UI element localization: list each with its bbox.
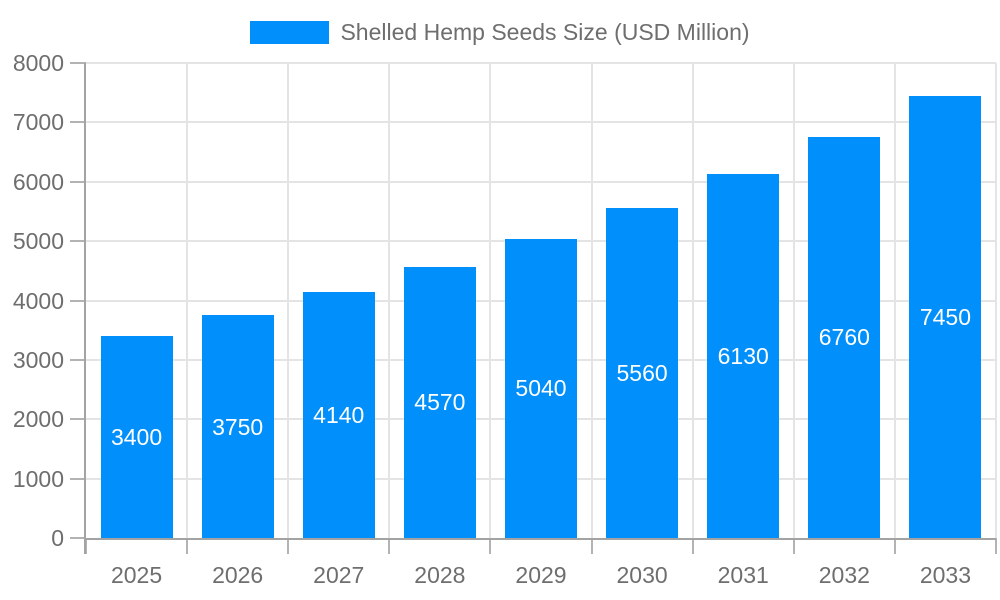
bar[interactable]: 6130 — [707, 174, 780, 538]
bar[interactable]: 3400 — [100, 336, 173, 538]
x-axis-tick-label: 2030 — [616, 562, 668, 588]
x-axis-tick-label: 2032 — [818, 562, 870, 588]
x-axis-tick — [186, 538, 189, 554]
x-axis-tick-label: 2025 — [110, 562, 163, 588]
legend-label: Shelled Hemp Seeds Size (USD Million) — [340, 19, 750, 45]
bar[interactable]: 4570 — [403, 266, 476, 538]
gridline-vertical — [186, 63, 189, 538]
gridline-vertical — [388, 63, 391, 538]
gridline-vertical — [893, 63, 896, 538]
y-axis-tick-label: 7000 — [12, 109, 64, 136]
y-axis-tick — [70, 121, 86, 124]
gridline-vertical — [287, 63, 290, 538]
bar-value-label: 4570 — [414, 389, 466, 416]
gridline-horizontal — [86, 62, 996, 64]
y-axis-tick — [70, 418, 86, 421]
bar-value-label: 5560 — [616, 359, 668, 386]
y-axis-tick-label: 3000 — [12, 346, 64, 373]
x-axis-tick-label: 2027 — [313, 562, 365, 588]
y-axis-tick — [70, 299, 86, 302]
x-axis-tick — [691, 538, 694, 554]
bar[interactable]: 3750 — [201, 315, 274, 538]
y-axis-tick — [70, 180, 86, 183]
bar[interactable]: 7450 — [909, 95, 982, 538]
y-axis-tick-label: 6000 — [12, 168, 64, 195]
x-axis-line — [84, 538, 996, 540]
bar-value-label: 7450 — [919, 303, 972, 330]
bar-value-label: 5040 — [515, 375, 567, 402]
x-axis-tick — [590, 538, 593, 554]
y-axis-tick — [70, 240, 86, 243]
bar-value-label: 3750 — [212, 413, 264, 440]
gridline-vertical — [691, 63, 694, 538]
x-axis-tick — [388, 538, 391, 554]
bar[interactable]: 4140 — [302, 292, 375, 538]
x-axis-tick — [995, 538, 997, 554]
y-axis-tick — [70, 477, 86, 480]
bar-value-label: 3400 — [110, 424, 163, 451]
gridline-horizontal — [86, 121, 996, 124]
x-axis-tick-label: 2028 — [414, 562, 466, 588]
x-axis-tick-label: 2033 — [919, 562, 972, 588]
gridline-horizontal — [86, 180, 996, 183]
y-axis-tick — [70, 62, 86, 64]
bar[interactable]: 5560 — [606, 207, 679, 538]
y-axis-tick-label: 8000 — [12, 50, 64, 76]
gridline-vertical — [792, 63, 795, 538]
bar-value-label: 6130 — [717, 343, 769, 370]
legend-swatch-icon — [250, 20, 330, 44]
gridline-vertical — [489, 63, 492, 538]
x-axis-tick-label: 2029 — [515, 562, 567, 588]
x-axis-tick — [489, 538, 492, 554]
bar-value-label: 4140 — [313, 402, 365, 429]
legend[interactable]: Shelled Hemp Seeds Size (USD Million) — [0, 14, 1000, 50]
x-axis-tick — [893, 538, 896, 554]
y-axis-line — [84, 63, 86, 554]
y-axis-tick-label: 5000 — [12, 228, 64, 255]
bar-value-label: 6760 — [818, 324, 870, 351]
bar[interactable]: 5040 — [505, 238, 577, 538]
x-axis-tick-label: 2026 — [212, 562, 264, 588]
bar[interactable]: 6760 — [808, 136, 881, 538]
y-axis-tick-label: 4000 — [12, 287, 64, 314]
x-axis-tick — [85, 538, 87, 554]
gridline-vertical — [995, 63, 997, 538]
x-axis-tick — [792, 538, 795, 554]
x-axis-tick — [287, 538, 290, 554]
y-axis-tick — [70, 537, 86, 539]
gridline-vertical — [590, 63, 593, 538]
y-axis-tick-label: 2000 — [12, 406, 64, 433]
y-axis-tick-label: 0 — [51, 525, 64, 551]
y-axis-tick — [70, 358, 86, 361]
x-axis-tick-label: 2031 — [717, 562, 769, 588]
y-axis-tick-label: 1000 — [12, 465, 64, 492]
